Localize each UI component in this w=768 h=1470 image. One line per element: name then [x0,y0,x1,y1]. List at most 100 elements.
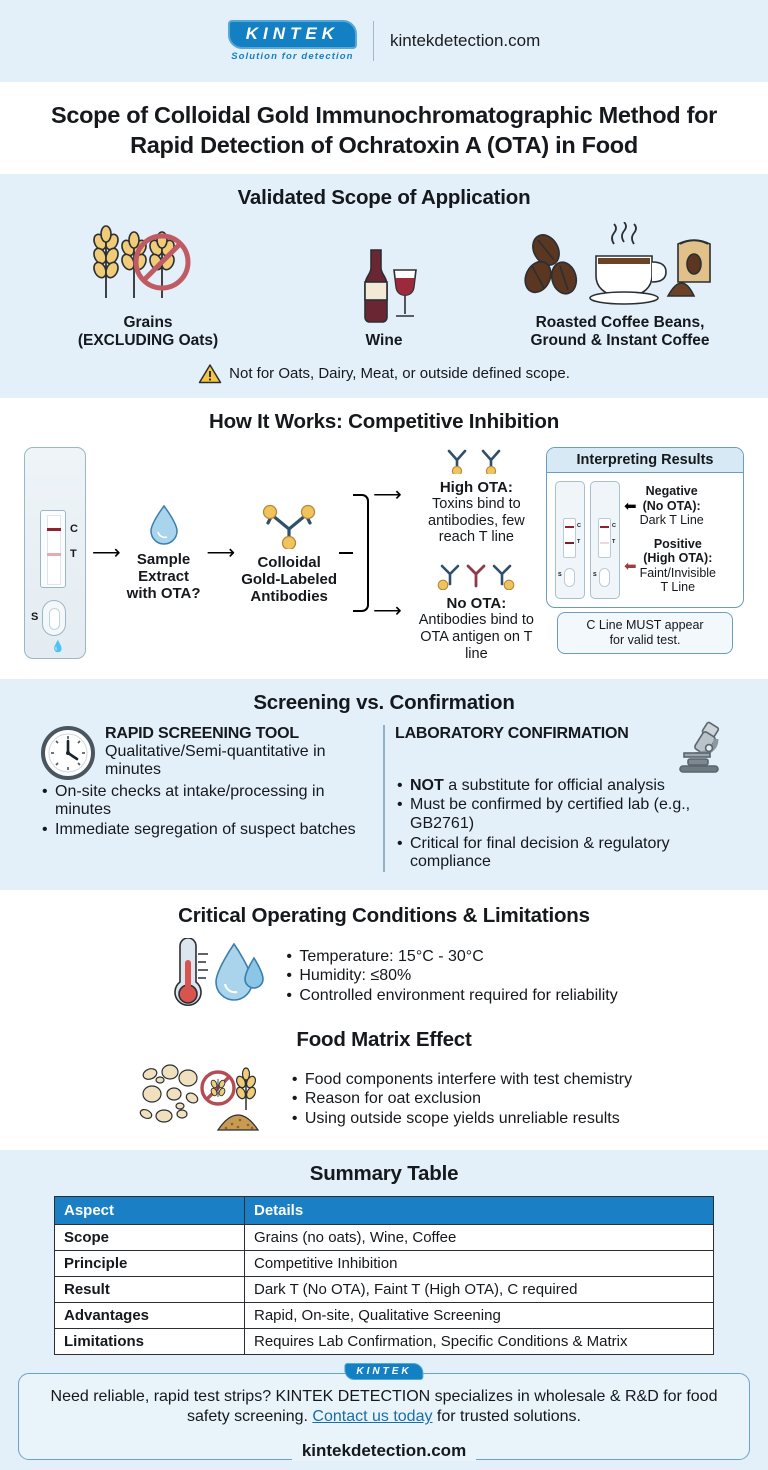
brand-header: KINTEK Solution for detection kintekdete… [0,0,768,82]
water-droplet-icon [149,504,178,545]
table-row: Result Dark T (No OTA), Faint T (High OT… [54,1276,714,1303]
cta-text-after: for trusted solutions. [432,1408,581,1426]
list-item: On-site checks at intake/processing in m… [40,783,373,820]
table-cell-aspect: Limitations [54,1328,245,1355]
interpreting-results-card: Interpreting Results C T S [546,446,744,608]
flow-sample-line1: Sample [136,550,191,568]
logo-badge-text: KINTEK [227,19,358,50]
branch-high-ota: High OTA: Toxins bind to antibodies, few… [409,444,544,546]
column-lab-confirmation: LABORATORY CONFIRMATION [383,721,738,873]
bullet-bold-lead: NOT [410,776,444,794]
lab-confirmation-bullets: NOT a substitute for official analysis M… [395,777,728,873]
flow-arrow-2: ⟶ [206,542,236,565]
lab-confirmation-title: LABORATORY CONFIRMATION [395,724,629,742]
list-item: Reason for oat exclusion [290,1090,632,1109]
matrix-heading: Food Matrix Effect [296,1028,472,1052]
brand-divider [373,21,375,61]
scope-caption-coffee: Roasted Coffee Beans, Ground & Instant C… [503,314,737,351]
table-cell-aspect: Scope [54,1224,245,1251]
conditions-section: Critical Operating Conditions & Limitati… [0,890,768,1151]
result-positive: Positive (High OTA): Faint/Invisible T L… [639,536,717,595]
scope-caption-wine: Wine [267,332,501,350]
scope-item-wine: Wine [267,238,501,350]
branch-no-body: Antibodies bind to OTA antigen on T line [418,612,534,662]
cta-box: KINTEK Need reliable, rapid test strips?… [18,1363,750,1462]
grains-no-oats-pile-icon [139,1064,259,1131]
table-cell-aspect: Advantages [54,1302,245,1329]
scope-caption-grains: Grains (EXCLUDING Oats) [31,314,265,351]
compare-section: Screening vs. Confirmation [0,678,768,891]
how-heading: How It Works: Competitive Inhibition [208,409,560,433]
strip-window [40,510,66,589]
branch-no-ota: No OTA: Antibodies bind to OTA antigen o… [409,560,544,662]
cta-text: Need reliable, rapid test strips? KINTEK… [37,1387,731,1427]
scope-caption-line1: Grains [123,314,173,332]
conditions-bullets: Temperature: 15°C - 30°C Humidity: ≤80% … [284,947,617,1006]
footer-url: kintekdetection.com [291,1441,477,1462]
branch-arrow-no: ⟶ [373,600,402,623]
flow-step-antibodies: Colloidal Gold-Labeled Antibodies [241,501,337,606]
strip-sample-well [42,600,66,637]
rapid-screening-subtitle: Qualitative/Semi-quantitative in minutes [105,742,326,779]
positive-pointer-arrow: ⬅ [624,557,637,575]
gold-labeled-antibody-icon [262,504,316,550]
conditions-heading: Critical Operating Conditions & Limitati… [178,904,590,928]
column-rapid-screening: RAPID SCREENING TOOL Qualitative/Semi-qu… [30,725,383,873]
mini-strip-positive: C T S [590,480,620,599]
list-item: Controlled environment required for reli… [284,987,617,1006]
table-cell-aspect: Principle [54,1250,245,1277]
scope-item-grains: Grains (EXCLUDING Oats) [31,220,265,351]
flow-sample-line3: with OTA? [126,585,201,603]
title-band: Scope of Colloidal Gold Immunochromatogr… [0,82,768,175]
mini-strip-negative: C T S [555,480,585,599]
scope-heading: Validated Scope of Application [237,186,531,210]
flow-diagram: C T S 💧 ⟶ Sample Extract with OTA? [16,444,752,663]
table-row: Limitations Requires Lab Confirmation, S… [54,1328,714,1355]
branch-no-title: No OTA: [446,595,507,613]
table-cell-details: Grains (no oats), Wine, Coffee [244,1224,714,1251]
table-cell-details: Competitive Inhibition [244,1250,714,1277]
branch-arrow-high: ⟶ [373,483,402,506]
flow-arrow-1: ⟶ [92,542,121,565]
table-cell-details: Requires Lab Confirmation, Specific Cond… [244,1328,714,1355]
scope-note-text: Not for Oats, Dairy, Meat, or outside de… [229,364,570,382]
prohibition-sign-small [200,1070,236,1106]
flow-step-sample: Sample Extract with OTA? [127,504,201,603]
table-cell-aspect: Result [54,1276,245,1303]
flow-antibody-line3: Antibodies [250,588,328,606]
scope-section: Validated Scope of Application [0,174,768,398]
list-item: Temperature: 15°C - 30°C [284,948,617,967]
how-it-works-section: How It Works: Competitive Inhibition C T… [0,397,768,679]
coffee-beans-cup-icon [503,220,737,308]
c-line-callout: C Line MUST appear for valid test. [557,611,733,654]
droplet-icon-small: 💧 [51,641,65,654]
rapid-screening-title: RAPID SCREENING TOOL [105,724,299,742]
negative-pointer-arrow: ⬅ [624,498,637,516]
matrix-row: Food components interfere with test chem… [16,1062,752,1134]
strip-c-line [47,528,61,532]
strip-label-s: S [31,611,39,624]
conditions-row: Temperature: 15°C - 30°C Humidity: ≤80% … [16,938,752,1012]
infographic-page: KINTEK Solution for detection kintekdete… [0,0,768,1376]
table-row: Scope Grains (no oats), Wine, Coffee [54,1224,714,1251]
summary-section: Summary Table Aspect Details Scope Grain… [0,1150,768,1360]
list-item: Critical for final decision & regulatory… [395,835,728,872]
contact-us-link[interactable]: Contact us today [312,1408,433,1426]
table-col-details: Details [244,1196,714,1225]
cta-logo-badge: KINTEK [344,1363,424,1381]
summary-heading: Summary Table [309,1162,459,1186]
summary-table: Aspect Details Scope Grains (no oats), W… [54,1196,714,1356]
table-row: Advantages Rapid, On-site, Qualitative S… [54,1302,714,1329]
wheat-no-oats-icon [31,220,265,308]
flow-antibody-line1: Colloidal [257,553,321,571]
list-item: Humidity: ≤80% [284,967,617,986]
table-cell-details: Rapid, On-site, Qualitative Screening [244,1302,714,1329]
interpreting-results-heading: Interpreting Results [547,447,743,473]
bound-antibodies-icon [438,564,515,591]
branch-high-title: High OTA: [439,478,513,496]
list-item: NOT a substitute for official analysis [395,777,728,796]
table-cell-details: Dark T (No OTA), Faint T (High OTA), C r… [244,1276,714,1303]
scope-caption-line1: Wine [365,332,403,350]
branch-high-body: Toxins bind to antibodies, few reach T l… [428,495,525,546]
scope-items: Grains (EXCLUDING Oats) [16,220,752,351]
